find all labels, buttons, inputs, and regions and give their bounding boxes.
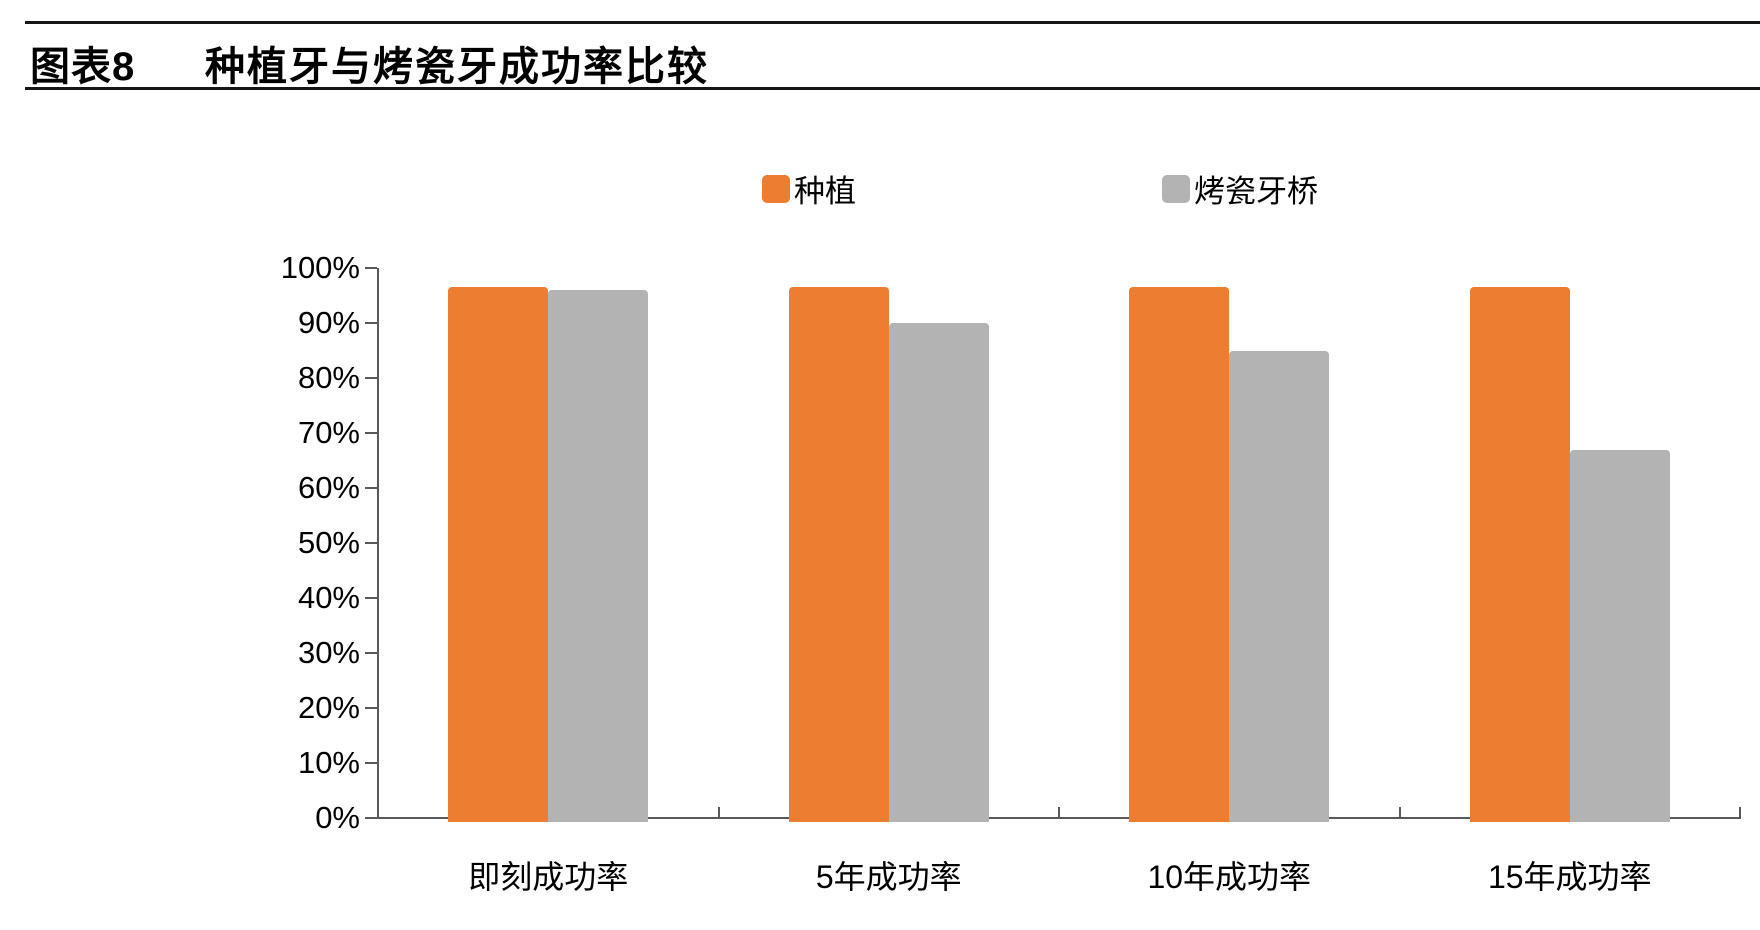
y-axis-tick-label: 0% [315, 800, 360, 835]
legend-item-bridge: 烤瓷牙桥 [1162, 166, 1318, 211]
bar-烤瓷牙桥-即刻成功率 [548, 290, 649, 822]
bar-种植-5年成功率 [788, 287, 889, 822]
y-axis-tick-label: 100% [280, 250, 360, 285]
bar-烤瓷牙桥-5年成功率 [888, 323, 989, 822]
y-axis-tick-label: 70% [297, 415, 360, 450]
x-axis-tick [717, 807, 720, 818]
y-axis-tick-label: 20% [297, 690, 360, 725]
y-axis-tick-label: 40% [297, 580, 360, 615]
y-axis-tick [365, 267, 377, 269]
bar-种植-10年成功率 [1129, 287, 1230, 822]
y-axis-tick [365, 322, 377, 324]
x-axis-line [377, 817, 1741, 819]
header-top-rule [25, 21, 1760, 24]
y-axis-tick [365, 597, 377, 599]
legend-swatch-implant [762, 174, 790, 203]
bar-种植-即刻成功率 [448, 287, 549, 822]
y-axis-tick [365, 542, 377, 544]
y-axis-tick-label: 50% [297, 525, 360, 560]
y-axis-tick [365, 817, 377, 819]
bar-烤瓷牙桥-10年成功率 [1229, 350, 1330, 822]
x-axis-category-label: 15年成功率 [1487, 859, 1652, 895]
y-axis-tick-label: 80% [297, 360, 360, 395]
y-axis-line [377, 268, 379, 819]
bar-种植-15年成功率 [1469, 287, 1570, 822]
figure-title: 种植牙与烤瓷牙成功率比较 [205, 45, 709, 89]
x-axis-tick [1739, 807, 1741, 818]
bar-烤瓷牙桥-15年成功率 [1569, 449, 1670, 822]
x-axis-tick [1058, 807, 1060, 818]
figure-number: 图表8 [30, 45, 136, 89]
legend-item-implant: 种植 [762, 166, 856, 211]
y-axis-tick-label: 60% [297, 470, 360, 505]
legend-swatch-bridge [1162, 174, 1190, 203]
y-axis-tick-label: 90% [297, 305, 360, 340]
x-axis-tick [1398, 807, 1401, 818]
y-axis-tick [365, 762, 377, 764]
x-axis-category-label: 10年成功率 [1147, 859, 1312, 895]
x-axis-category-label: 即刻成功率 [468, 859, 629, 895]
header-bottom-rule [25, 87, 1760, 90]
y-axis-tick [365, 487, 377, 489]
y-axis-tick-label: 10% [297, 745, 360, 780]
legend-label-bridge: 烤瓷牙桥 [1194, 174, 1318, 209]
y-axis-tick [365, 707, 377, 709]
y-axis-tick-label: 30% [297, 635, 360, 670]
y-axis-tick [365, 377, 377, 379]
y-axis-tick [365, 432, 377, 434]
y-axis-tick [365, 652, 377, 654]
legend-label-implant: 种植 [794, 174, 856, 209]
x-axis-category-label: 5年成功率 [815, 859, 962, 895]
